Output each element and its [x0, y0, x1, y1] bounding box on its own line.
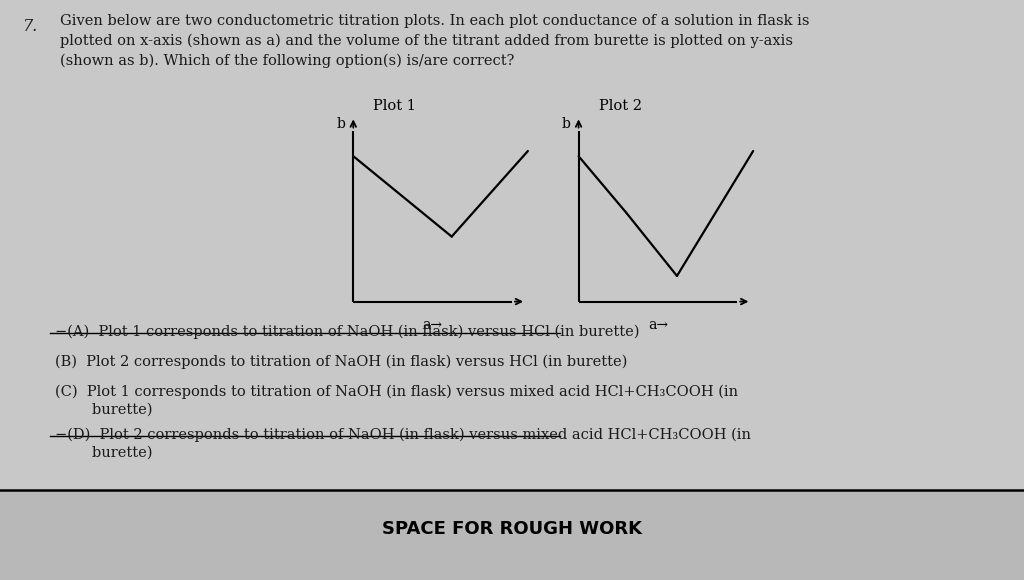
Text: plotted on x-axis (shown as a) and the volume of the titrant added from burette : plotted on x-axis (shown as a) and the v… — [60, 34, 793, 48]
Text: b: b — [337, 117, 345, 130]
Text: SPACE FOR ROUGH WORK: SPACE FOR ROUGH WORK — [382, 520, 642, 538]
Text: burette): burette) — [55, 403, 153, 417]
Text: b: b — [562, 117, 570, 130]
Text: (B)  Plot 2 corresponds to titration of NaOH (in flask) versus HCl (in burette): (B) Plot 2 corresponds to titration of N… — [55, 355, 628, 369]
Text: Plot 1: Plot 1 — [374, 99, 416, 113]
Text: Plot 2: Plot 2 — [599, 99, 642, 113]
Bar — [0, 490, 1024, 580]
Text: a→: a→ — [423, 318, 442, 332]
Text: burette): burette) — [55, 446, 153, 460]
Text: −(D)  Plot 2 corresponds to titration of NaOH (in flask) versus mixed acid HCl+C: −(D) Plot 2 corresponds to titration of … — [55, 428, 751, 443]
Text: −(A)  Plot 1 corresponds to titration of NaOH (in flask) versus HCl (in burette): −(A) Plot 1 corresponds to titration of … — [55, 325, 640, 339]
Text: 7.: 7. — [22, 18, 37, 35]
Text: (shown as b). Which of the following option(s) is/are correct?: (shown as b). Which of the following opt… — [60, 54, 514, 68]
Text: (C)  Plot 1 corresponds to titration of NaOH (in flask) versus mixed acid HCl+CH: (C) Plot 1 corresponds to titration of N… — [55, 385, 738, 400]
Text: a→: a→ — [648, 318, 668, 332]
Text: Given below are two conductometric titration plots. In each plot conductance of : Given below are two conductometric titra… — [60, 14, 810, 28]
